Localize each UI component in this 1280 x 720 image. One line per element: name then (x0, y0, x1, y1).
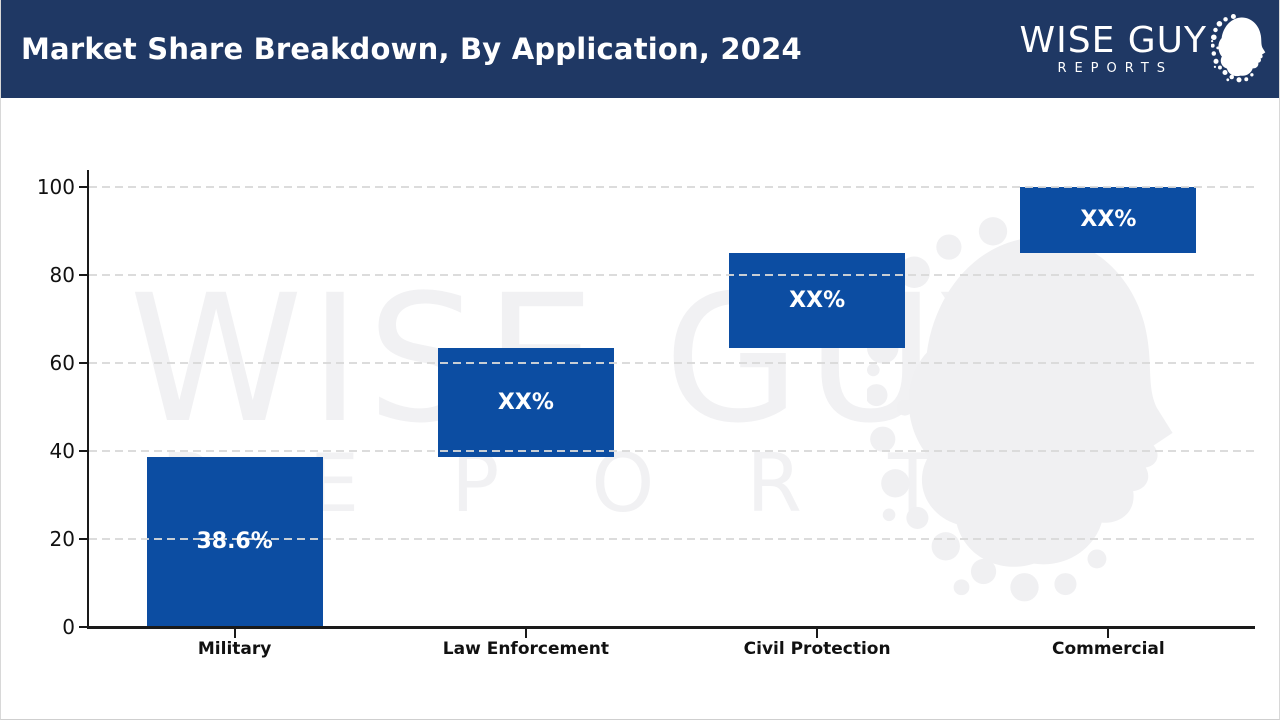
bar-value-label: XX% (1080, 207, 1137, 232)
y-tick-label-80: 80 (49, 263, 75, 287)
x-axis-line (87, 626, 1255, 629)
logo-text: WISE GUY REPORTS (1019, 20, 1208, 76)
y-axis-line (87, 170, 89, 629)
y-tick-mark-40 (79, 450, 88, 452)
y-tick-label-20: 20 (49, 527, 75, 551)
bar-law-enforcement (437, 348, 614, 458)
grid-line-100 (89, 186, 1254, 188)
grid-line-40 (89, 450, 1254, 452)
y-tick-label-100: 100 (36, 175, 75, 199)
y-tick-mark-0 (79, 626, 88, 628)
y-tick-mark-80 (79, 274, 88, 276)
y-tick-label-60: 60 (49, 351, 75, 375)
bar-value-label: 38.6% (196, 529, 273, 555)
bar-value-label: XX% (789, 287, 846, 313)
x-tick-mark (1107, 629, 1110, 638)
chart-title: Market Share Breakdown, By Application, … (21, 32, 802, 66)
logo-brand-name: WISE GUY (1019, 20, 1207, 61)
y-tick-label-0: 0 (62, 615, 75, 639)
dotted-head-profile-icon (1211, 14, 1266, 83)
bar-civil-protection (729, 253, 906, 349)
logo-brand-sub: REPORTS (1057, 61, 1174, 76)
wiseguy-logo: WISE GUY REPORTS (1020, 12, 1268, 86)
bar-commercial (1020, 187, 1197, 253)
grid-line-80 (89, 274, 1254, 276)
grid-line-60 (89, 362, 1254, 364)
y-tick-mark-60 (79, 362, 88, 364)
x-tick-mark (816, 629, 819, 638)
x-tick-label-military: Military (197, 639, 272, 659)
bar-value-label: XX% (497, 389, 554, 415)
x-tick-label-law-enforcement: Law Enforcement (442, 639, 609, 659)
x-tick-label-commercial: Commercial (1052, 639, 1165, 659)
x-tick-mark (233, 629, 236, 638)
grid-line-20 (89, 538, 1254, 540)
header-bar: Market Share Breakdown, By Application, … (1, 0, 1279, 98)
y-tick-mark-100 (79, 186, 88, 188)
x-tick-label-civil-protection: Civil Protection (743, 639, 891, 659)
x-tick-mark (524, 629, 527, 638)
y-tick-mark-20 (79, 538, 88, 540)
bar-military (146, 457, 323, 627)
y-tick-label-40: 40 (49, 439, 75, 463)
watermark-head-profile-icon (867, 217, 1173, 602)
